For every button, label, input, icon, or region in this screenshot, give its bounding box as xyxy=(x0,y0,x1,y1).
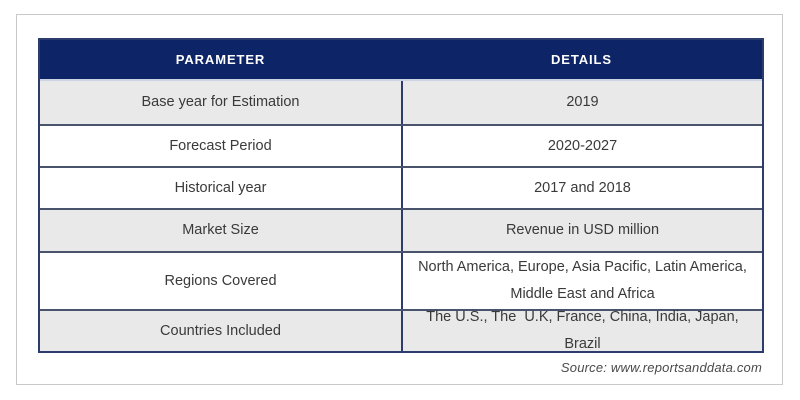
table-row-countries-included: Countries Included The U.S., The U.K, Fr… xyxy=(40,309,762,352)
details-cell: Revenue in USD million xyxy=(401,210,762,251)
parameter-cell: Forecast Period xyxy=(169,137,272,154)
source-attribution: Source: www.reportsanddata.com xyxy=(560,360,762,375)
parameter-cell: Market Size xyxy=(182,222,259,239)
parameter-cell: Countries Included xyxy=(160,322,281,339)
parameter-cell: Regions Covered xyxy=(164,272,277,289)
details-cell: The U.S., The U.K, France, China, India,… xyxy=(401,309,762,352)
column-header-parameter: PARAMETER xyxy=(175,52,266,67)
table-row-base-year: Base year for Estimation 2019 xyxy=(40,81,762,124)
table-row-regions-covered: Regions Covered North America, Europe, A… xyxy=(40,251,762,309)
table-row-historical-year: Historical year 2017 and 2018 xyxy=(40,166,762,208)
details-cell: North America, Europe, Asia Pacific, Lat… xyxy=(401,253,762,309)
parameter-cell: Base year for Estimation xyxy=(141,94,300,111)
parameter-cell: Historical year xyxy=(174,179,267,196)
details-cell: 2019 xyxy=(401,81,762,124)
parameters-table: PARAMETER DETAILS Base year for Estimati… xyxy=(38,38,764,353)
details-cell: 2017 and 2018 xyxy=(401,168,762,208)
report-scope-card: PARAMETER DETAILS Base year for Estimati… xyxy=(16,14,783,385)
table-row-forecast-period: Forecast Period 2020-2027 xyxy=(40,124,762,166)
column-header-details: DETAILS xyxy=(551,52,612,67)
table-header-row: PARAMETER DETAILS xyxy=(40,40,762,81)
table-row-market-size: Market Size Revenue in USD million xyxy=(40,208,762,251)
details-cell: 2020-2027 xyxy=(401,126,762,166)
